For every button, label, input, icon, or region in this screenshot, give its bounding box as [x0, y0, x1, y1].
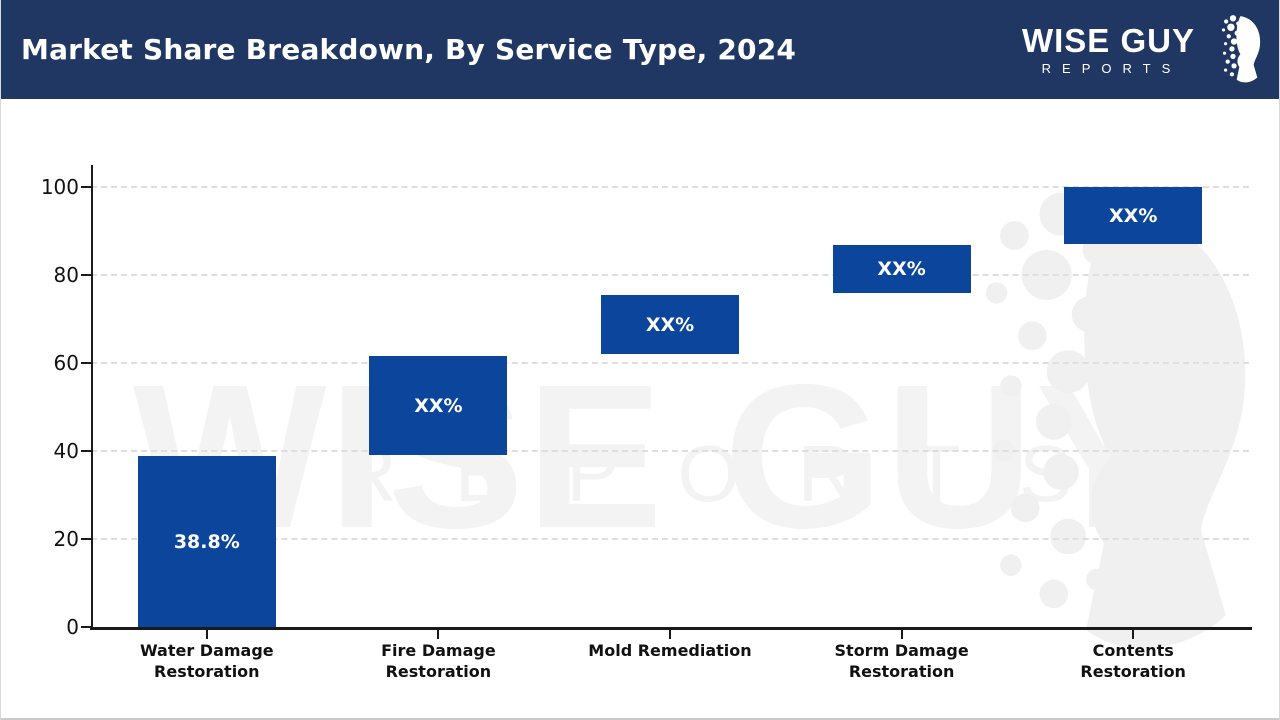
x-axis-spine	[90, 627, 1252, 630]
bar-value-label-contents-restoration: XX%	[1109, 204, 1158, 227]
wiseguy-logo-text: WISE GUY REPORTS	[1021, 22, 1195, 77]
bar-value-label-storm-damage-restoration: XX%	[877, 257, 926, 280]
x-category-label-mold-remediation: Mold Remediation	[588, 641, 752, 660]
y-tick-label-20: 20	[53, 527, 79, 551]
y-tick-60	[81, 362, 91, 364]
header-bar: Market Share Breakdown, By Service Type,…	[1, 0, 1279, 99]
x-category-label-contents-restoration: Contents Restoration	[1080, 641, 1186, 681]
page-title: Market Share Breakdown, By Service Type,…	[21, 33, 797, 66]
bottom-border	[1, 718, 1279, 720]
gridline-40	[91, 450, 1249, 452]
bar-value-label-mold-remediation: XX%	[645, 313, 695, 336]
bar-mold-remediation	[601, 294, 739, 355]
gridline-20	[91, 538, 1249, 540]
bar-storm-damage-restoration	[832, 245, 971, 293]
y-axis-spine	[91, 165, 93, 629]
gridline-80	[91, 274, 1249, 276]
y-tick-label-40: 40	[53, 439, 79, 463]
wiseguy-logo-primary: WISE GUY	[1021, 22, 1195, 59]
x-tick-fire-damage-restoration	[437, 630, 440, 639]
x-category-label-storm-damage-restoration: Storm Damage Restoration	[834, 641, 969, 681]
x-tick-mold-remediation	[669, 630, 671, 639]
watermark-text-primary: WISE GUY	[133, 342, 1175, 571]
bar-water-damage-restoration	[137, 456, 276, 627]
bar-fire-damage-restoration	[369, 356, 508, 456]
y-tick-label-100: 100	[40, 175, 79, 199]
wiseguy-logo-secondary: REPORTS	[1041, 61, 1182, 76]
x-tick-contents-restoration	[1132, 630, 1135, 639]
x-tick-water-damage-restoration	[205, 630, 208, 639]
gridline-100	[91, 186, 1249, 188]
y-tick-0	[81, 626, 91, 628]
bar-value-label-water-damage-restoration: 38.8%	[173, 530, 240, 553]
wiseguy-face-icon	[1221, 15, 1261, 83]
y-tick-label-80: 80	[53, 263, 79, 287]
y-tick-80	[81, 274, 91, 276]
gridline-60	[91, 362, 1249, 364]
y-tick-label-0: 0	[66, 615, 79, 639]
wiseguy-logo: WISE GUY REPORTS	[1015, 10, 1265, 90]
x-category-label-water-damage-restoration: Water Damage Restoration	[139, 641, 274, 681]
y-tick-20	[81, 538, 91, 540]
x-tick-storm-damage-restoration	[900, 630, 903, 639]
x-category-label-fire-damage-restoration: Fire Damage Restoration	[381, 641, 496, 681]
bar-value-label-fire-damage-restoration: XX%	[414, 394, 463, 417]
y-tick-40	[81, 450, 91, 452]
y-tick-label-60: 60	[53, 351, 79, 375]
y-tick-100	[81, 186, 91, 188]
